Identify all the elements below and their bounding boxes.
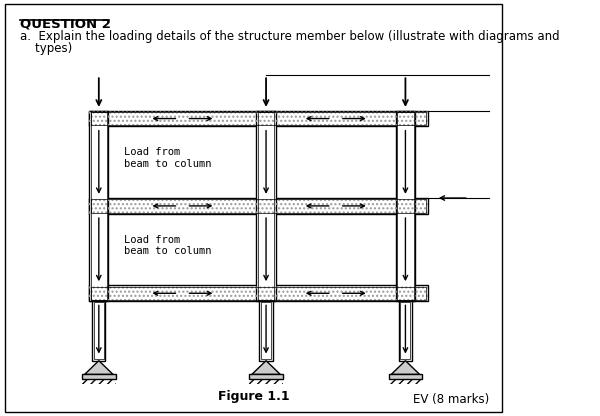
Text: types): types) (20, 42, 73, 54)
Bar (94, 302, 104, 359)
Bar (91, 199, 426, 213)
Bar (250, 374, 283, 379)
Text: Load from
beam to column: Load from beam to column (124, 147, 212, 169)
Text: QUESTION 2: QUESTION 2 (20, 17, 111, 30)
Bar (399, 301, 412, 361)
Text: Load from
beam to column: Load from beam to column (124, 235, 212, 256)
Text: EV (8 marks): EV (8 marks) (413, 393, 489, 406)
Bar (389, 374, 422, 379)
Bar (261, 302, 271, 359)
Bar (91, 287, 426, 300)
Bar (396, 111, 415, 301)
Bar (256, 111, 275, 301)
Bar (389, 379, 422, 384)
Bar (89, 198, 428, 214)
Polygon shape (252, 361, 280, 374)
Bar (92, 301, 106, 361)
Bar (82, 374, 116, 379)
Bar (91, 112, 426, 125)
Bar (82, 379, 116, 384)
Bar (250, 379, 283, 384)
Bar (89, 198, 428, 214)
Polygon shape (85, 361, 113, 374)
Bar (258, 112, 274, 300)
Bar (259, 301, 272, 361)
Bar (89, 111, 428, 126)
Bar (89, 285, 428, 301)
Bar (89, 285, 428, 301)
Bar (89, 111, 428, 126)
Bar (89, 111, 109, 301)
Bar (397, 112, 413, 300)
Text: Figure 1.1: Figure 1.1 (218, 390, 289, 403)
Bar (91, 112, 107, 300)
Polygon shape (391, 361, 419, 374)
Bar (400, 302, 410, 359)
Text: a.  Explain the loading details of the structure member below (illustrate with d: a. Explain the loading details of the st… (20, 30, 560, 43)
